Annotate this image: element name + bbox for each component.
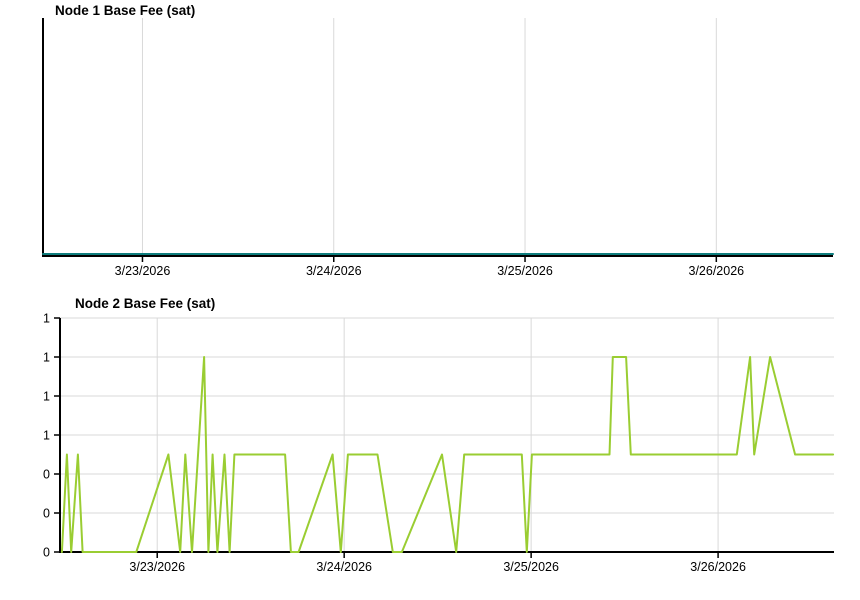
x-tick-label: 3/24/2026: [316, 560, 372, 574]
x-tick-label: 3/23/2026: [115, 264, 171, 278]
x-tick-label: 3/23/2026: [129, 560, 185, 574]
y-tick-label: 0: [43, 468, 50, 482]
x-tick-label: 3/25/2026: [503, 560, 559, 574]
node1-chart-title: Node 1 Base Fee (sat): [55, 3, 196, 18]
x-tick-label: 3/26/2026: [690, 560, 746, 574]
y-tick-label: 1: [43, 312, 50, 326]
y-tick-label: 1: [43, 351, 50, 365]
node2-base-fee-line: [60, 356, 835, 553]
y-tick-label: 1: [43, 390, 50, 404]
node2-base-fee-chart: 1 1 1 1 0 0 0 3/23/2026 3/24/2026 3/25/2026 3/26/2…: [43, 312, 835, 574]
node2-chart-title: Node 2 Base Fee (sat): [75, 296, 216, 311]
x-tick-label: 3/26/2026: [689, 264, 745, 278]
x-tick-label: 3/25/2026: [497, 264, 553, 278]
node1-base-fee-chart: 3/23/2026 3/24/2026 3/25/2026 3/26/2026: [42, 18, 834, 278]
y-tick-label: 0: [43, 507, 50, 521]
x-tick-label: 3/24/2026: [306, 264, 362, 278]
y-tick-label: 0: [43, 546, 50, 560]
y-tick-label: 1: [43, 429, 50, 443]
